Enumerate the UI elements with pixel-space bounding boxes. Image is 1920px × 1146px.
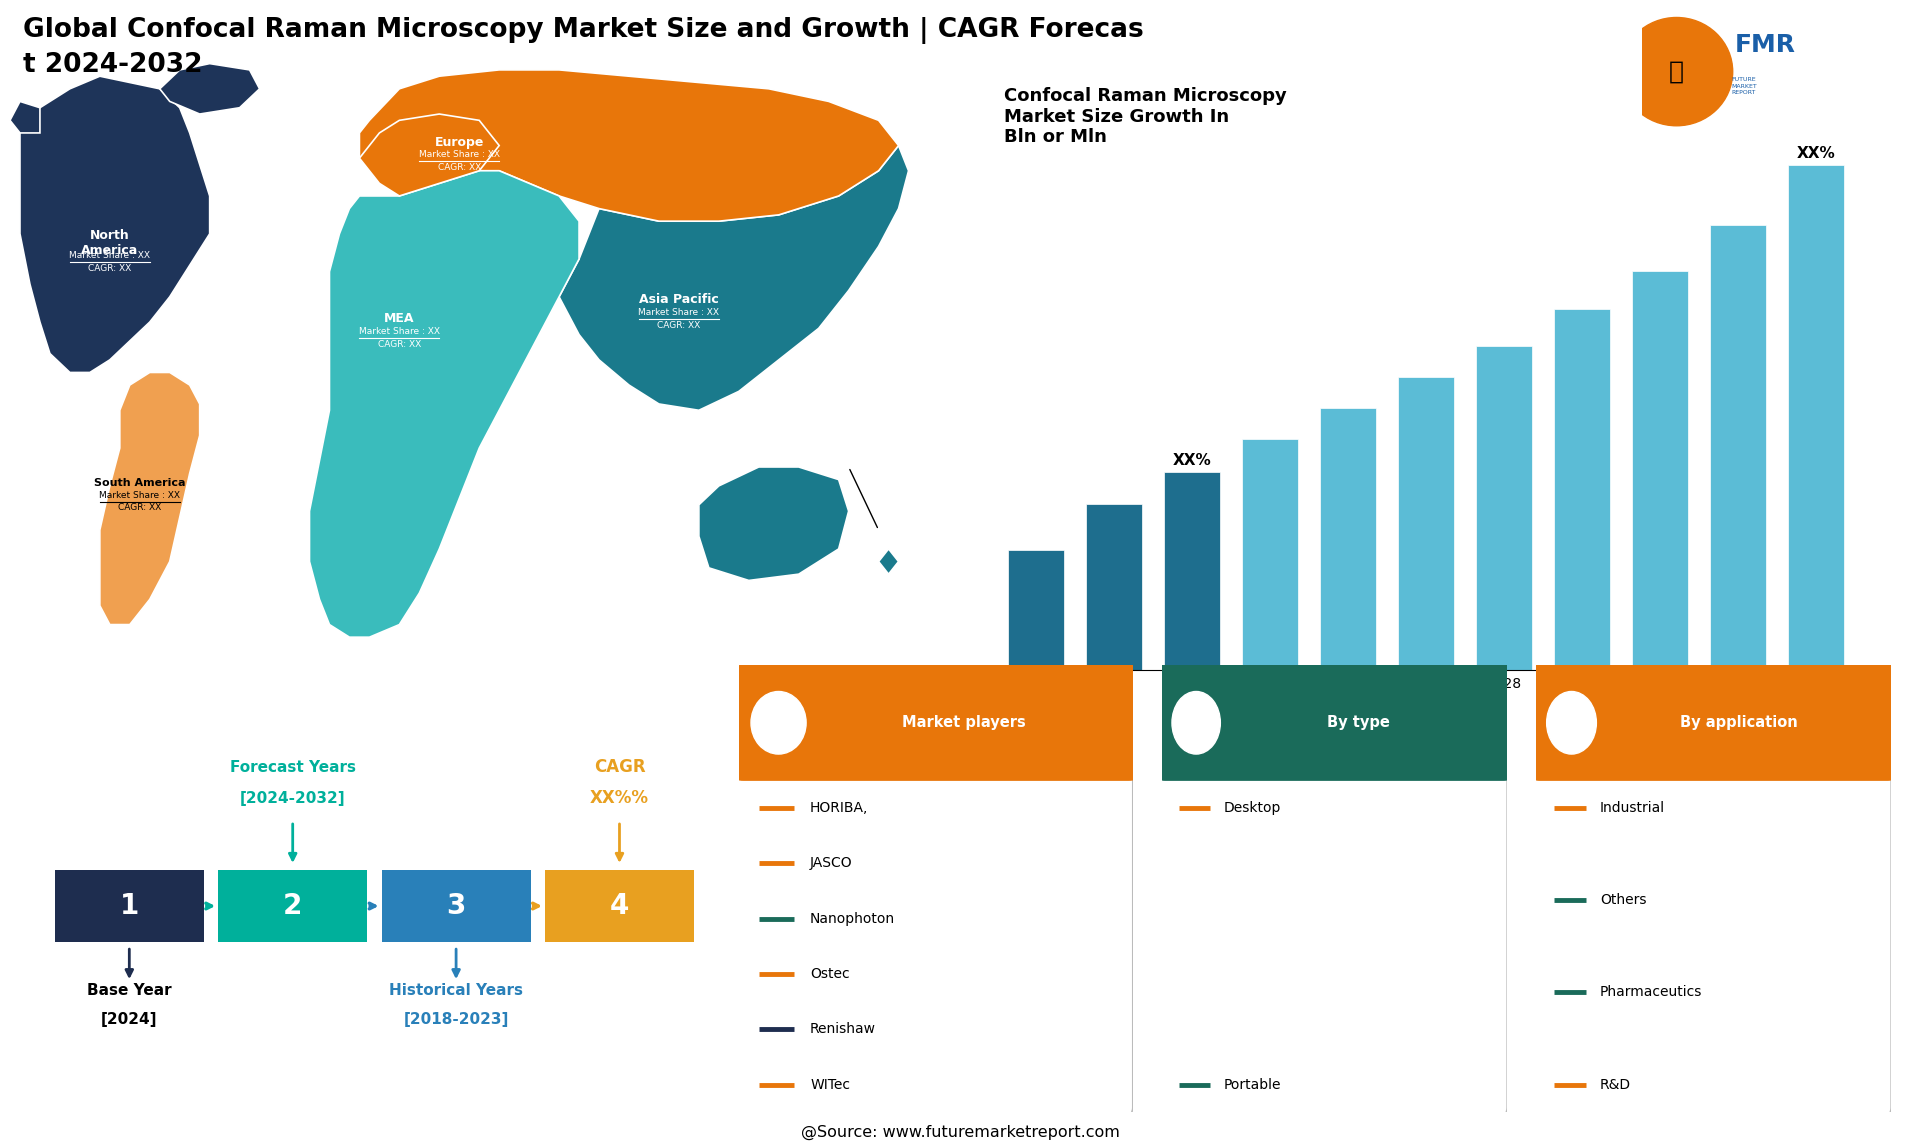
Text: Forecast Years: Forecast Years [230,760,355,775]
Polygon shape [19,76,209,372]
Bar [1242,439,1298,670]
Polygon shape [879,549,899,574]
FancyBboxPatch shape [1524,665,1903,780]
FancyBboxPatch shape [1152,665,1517,780]
Circle shape [1620,17,1732,126]
Text: North
America: North America [81,229,138,257]
Polygon shape [359,70,899,221]
Text: 3: 3 [447,892,467,920]
Bar [1475,346,1532,670]
Text: Ostec: Ostec [810,967,851,981]
Text: Desktop: Desktop [1223,801,1281,815]
Text: CAGR: CAGR [593,758,645,776]
Text: Market players: Market players [902,715,1025,730]
Text: Asia Pacific: Asia Pacific [639,293,718,306]
FancyBboxPatch shape [219,870,367,942]
Circle shape [1171,691,1221,754]
Bar [1709,225,1766,670]
Text: [2024]: [2024] [102,1012,157,1028]
Text: t 2024-2032: t 2024-2032 [23,52,202,78]
Text: Global Confocal Raman Microscopy Market Size and Growth | CAGR Forecas: Global Confocal Raman Microscopy Market … [23,17,1144,45]
Text: Market Share : XX: Market Share : XX [359,327,440,336]
Text: 4: 4 [611,892,630,920]
Circle shape [751,691,806,754]
Text: XX%: XX% [1173,453,1212,468]
Text: XX%%: XX%% [589,790,649,807]
Text: 🔬: 🔬 [1668,60,1684,84]
Text: FMR: FMR [1736,33,1797,57]
Bar [1398,377,1453,670]
Polygon shape [499,146,908,410]
Text: @Source: www.futuremarketreport.com: @Source: www.futuremarketreport.com [801,1125,1119,1140]
Text: Market Share : XX: Market Share : XX [419,150,499,159]
Text: 2: 2 [282,892,301,920]
Text: XX%: XX% [1797,146,1836,160]
Text: 1: 1 [119,892,138,920]
Text: Nanophoton: Nanophoton [810,911,895,926]
Text: South America: South America [94,478,186,488]
Text: Market Share : XX: Market Share : XX [639,308,720,317]
Text: Market Share : XX: Market Share : XX [69,251,150,260]
Text: Pharmaceutics: Pharmaceutics [1599,986,1703,999]
Text: CAGR: XX: CAGR: XX [119,503,161,512]
Circle shape [1548,691,1596,754]
FancyBboxPatch shape [545,870,695,942]
Text: Base Year: Base Year [86,983,171,998]
Text: [2018-2023]: [2018-2023] [403,1012,509,1028]
Text: CAGR: XX: CAGR: XX [438,163,480,172]
Text: WITec: WITec [810,1077,851,1092]
Text: R&D: R&D [1599,1077,1632,1092]
Text: By type: By type [1327,715,1390,730]
Text: [2024-2032]: [2024-2032] [240,791,346,807]
Text: CAGR: XX: CAGR: XX [88,264,131,273]
Polygon shape [359,115,499,196]
Polygon shape [100,372,200,625]
Text: JASCO: JASCO [810,856,852,870]
FancyBboxPatch shape [382,870,530,942]
Text: Historical Years: Historical Years [390,983,522,998]
Bar [1085,504,1142,670]
Polygon shape [699,468,849,580]
Bar [1553,309,1609,670]
FancyBboxPatch shape [54,870,204,942]
Text: Europe: Europe [434,136,484,149]
Text: MEA: MEA [384,313,415,325]
FancyBboxPatch shape [728,665,1144,780]
Text: Renishaw: Renishaw [810,1022,876,1036]
Polygon shape [10,102,40,133]
Text: CAGR: XX: CAGR: XX [378,339,420,348]
Polygon shape [309,171,580,637]
Text: Portable: Portable [1223,1077,1281,1092]
Bar [1164,472,1219,670]
Bar [1788,165,1843,670]
Text: HORIBA,: HORIBA, [810,801,868,815]
Polygon shape [159,63,259,115]
Text: Market Share : XX: Market Share : XX [100,490,180,500]
Text: CAGR: XX: CAGR: XX [657,321,701,330]
Text: Industrial: Industrial [1599,801,1665,815]
Bar [1008,550,1064,670]
Bar [1319,408,1375,670]
Text: By application: By application [1680,715,1797,730]
Text: Confocal Raman Microscopy
Market Size Growth In
Bln or Mln: Confocal Raman Microscopy Market Size Gr… [1004,87,1286,147]
Text: Others: Others [1599,893,1647,908]
Bar [1632,270,1688,670]
Text: FUTURE
MARKET
REPORT: FUTURE MARKET REPORT [1732,77,1757,95]
